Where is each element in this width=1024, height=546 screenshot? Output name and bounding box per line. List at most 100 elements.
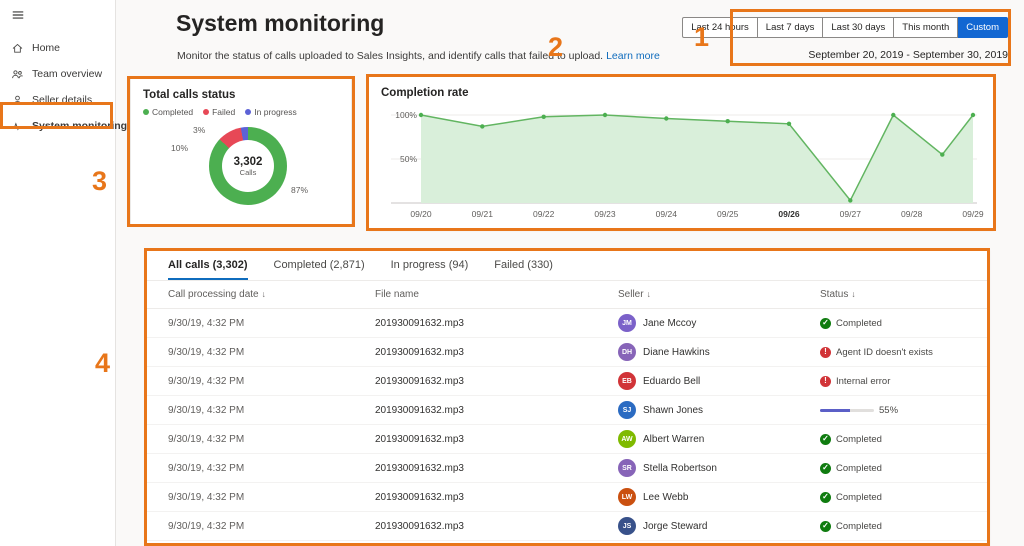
- status-cell: ✓ Completed: [820, 317, 967, 329]
- completion-rate-chart: 100% 50% 09/20 09/21 09/22 09/23 09/24 09/25 09/…: [377, 105, 987, 227]
- error-icon: !: [820, 346, 831, 358]
- seller-name: Lee Webb: [643, 491, 689, 503]
- learn-more-link[interactable]: Learn more: [606, 50, 660, 62]
- status-text: Completed: [836, 462, 882, 474]
- donut-center-label: Calls: [239, 167, 257, 177]
- legend-item-completed: Completed: [143, 107, 193, 117]
- status-text: Completed: [836, 317, 882, 329]
- time-range-last-24-hours[interactable]: Last 24 hours: [682, 17, 758, 38]
- completed-icon: ✓: [820, 520, 831, 532]
- file-name: 201930091632.mp3: [375, 433, 464, 445]
- svg-text:100%: 100%: [395, 110, 417, 120]
- column-header-file-name[interactable]: File name: [375, 289, 419, 300]
- status-text: 55%: [879, 404, 899, 416]
- svg-text:09/22: 09/22: [533, 209, 555, 219]
- seller-name: Stella Robertson: [643, 462, 717, 474]
- status-cell: ✓ Completed: [820, 433, 967, 445]
- sidebar-item-home[interactable]: Home: [0, 35, 115, 61]
- calls-table-card: All calls (3,302) Completed (2,871) In pro…: [145, 249, 990, 546]
- avatar: DH: [618, 343, 636, 361]
- sidebar-item-label: System monitoring: [32, 120, 128, 132]
- time-range-last-7-days[interactable]: Last 7 days: [757, 17, 824, 38]
- status-text: Agent ID doesn't exists: [836, 346, 933, 358]
- status-text: Internal error: [836, 375, 891, 387]
- page-title: System monitoring: [176, 10, 385, 36]
- donut-chart: 3,302 Calls: [209, 127, 287, 205]
- person-icon: [11, 94, 24, 107]
- donut-center-value: 3,302: [233, 155, 263, 168]
- file-name: 201930091632.mp3: [375, 520, 464, 532]
- completed-icon: ✓: [820, 317, 831, 329]
- status-text: Completed: [836, 491, 882, 503]
- table-row[interactable]: 9/30/19, 4:32 PM 201930091632.mp3 LW Lee We…: [146, 483, 989, 512]
- seller-cell: AW Albert Warren: [618, 430, 820, 448]
- slice-label-completed: 87%: [291, 185, 309, 195]
- status-cell: ! Agent ID doesn't exists: [820, 346, 967, 358]
- seller-cell: SR Stella Robertson: [618, 459, 820, 477]
- seller-name: Shawn Jones: [643, 404, 704, 416]
- avatar: EB: [618, 372, 636, 390]
- call-date: 9/30/19, 4:32 PM: [168, 375, 245, 387]
- column-header-status[interactable]: Status ↓: [820, 289, 856, 300]
- table-row[interactable]: 9/30/19, 4:32 PM 201930091632.mp3 EB Eduard…: [146, 367, 989, 396]
- sidebar: Home Team overview Seller details System mo…: [0, 0, 127, 546]
- status-cell: ✓ Completed: [820, 520, 967, 532]
- completed-icon: ✓: [820, 462, 831, 474]
- table-row[interactable]: 9/30/19, 4:32 PM 201930091632.mp3 DH Diane …: [146, 338, 989, 367]
- svg-text:09/27: 09/27: [840, 209, 862, 219]
- column-header-seller[interactable]: Seller ↓: [618, 289, 651, 300]
- tab-completed-2-871[interactable]: Completed (2,871): [273, 259, 365, 271]
- error-icon: !: [820, 375, 831, 387]
- status-cell: 55%: [820, 405, 967, 416]
- table-row[interactable]: 9/30/19, 4:32 PM 201930091632.mp3 SR Stella…: [146, 454, 989, 483]
- column-header-call-processing-date[interactable]: Call processing date ↓: [168, 289, 266, 300]
- sidebar-item-system-monitoring[interactable]: System monitoring: [0, 113, 127, 139]
- slice-label-failed: 10%: [171, 143, 189, 153]
- time-range-custom[interactable]: Custom: [958, 17, 1008, 38]
- donut-legend: Completed Failed In progress: [143, 107, 339, 117]
- avatar: LW: [618, 488, 636, 506]
- tab-failed-330[interactable]: Failed (330): [494, 259, 553, 271]
- status-text: Completed: [836, 520, 882, 532]
- table-row[interactable]: 9/30/19, 4:32 PM 201930091632.mp3 AW Albert…: [146, 425, 989, 454]
- table-header: Call processing date ↓ File name Seller ↓ Sta…: [146, 281, 989, 309]
- legend-item-in-progress: In progress: [245, 107, 297, 117]
- svg-text:09/24: 09/24: [656, 209, 678, 219]
- team-icon: [11, 68, 24, 81]
- call-date: 9/30/19, 4:32 PM: [168, 317, 245, 329]
- file-name: 201930091632.mp3: [375, 404, 464, 416]
- svg-text:50%: 50%: [400, 154, 417, 164]
- completed-icon: ✓: [820, 491, 831, 503]
- progress-bar: [820, 408, 874, 412]
- donut-wrap: 3,302 Calls 87% 10% 3%: [131, 119, 351, 215]
- tab-all-calls-3-302[interactable]: All calls (3,302): [168, 259, 248, 280]
- table-row[interactable]: 9/30/19, 4:32 PM 201930091632.mp3 JM Jane M…: [146, 309, 989, 338]
- time-range-this-month[interactable]: This month: [894, 17, 959, 38]
- call-date: 9/30/19, 4:32 PM: [168, 346, 245, 358]
- avatar: SJ: [618, 401, 636, 419]
- call-date: 9/30/19, 4:32 PM: [168, 433, 245, 445]
- sidebar-item-seller-details[interactable]: Seller details: [0, 87, 115, 113]
- sidebar-item-label: Seller details: [32, 94, 93, 106]
- status-cell: ✓ Completed: [820, 462, 967, 474]
- sidebar-item-label: Home: [32, 42, 61, 54]
- avatar: AW: [618, 430, 636, 448]
- table-row[interactable]: 9/30/19, 4:32 PM 201930091632.mp3 JS Jorge …: [146, 512, 989, 541]
- sidebar-item-label: Team overview: [32, 68, 103, 80]
- legend-item-failed: Failed: [203, 107, 235, 117]
- file-name: 201930091632.mp3: [375, 346, 464, 358]
- seller-name: Jane Mccoy: [643, 317, 697, 329]
- hamburger-menu-icon[interactable]: [0, 0, 115, 35]
- svg-text:09/21: 09/21: [472, 209, 494, 219]
- table-row[interactable]: 9/30/19, 4:32 PM 201930091632.mp3 SJ Shawn …: [146, 396, 989, 425]
- avatar: JM: [618, 314, 636, 332]
- tab-in-progress-94[interactable]: In progress (94): [390, 259, 469, 271]
- seller-name: Diane Hawkins: [643, 346, 710, 358]
- calls-tabs: All calls (3,302) Completed (2,871) In pro…: [146, 250, 989, 281]
- sidebar-item-team-overview[interactable]: Team overview: [0, 61, 115, 87]
- total-calls-card-title: Total calls status: [143, 89, 236, 101]
- time-range-last-30-days[interactable]: Last 30 days: [823, 17, 895, 38]
- avatar: SR: [618, 459, 636, 477]
- sidebar-nav: Home Team overview Seller details System mo…: [0, 35, 127, 139]
- svg-text:09/23: 09/23: [594, 209, 616, 219]
